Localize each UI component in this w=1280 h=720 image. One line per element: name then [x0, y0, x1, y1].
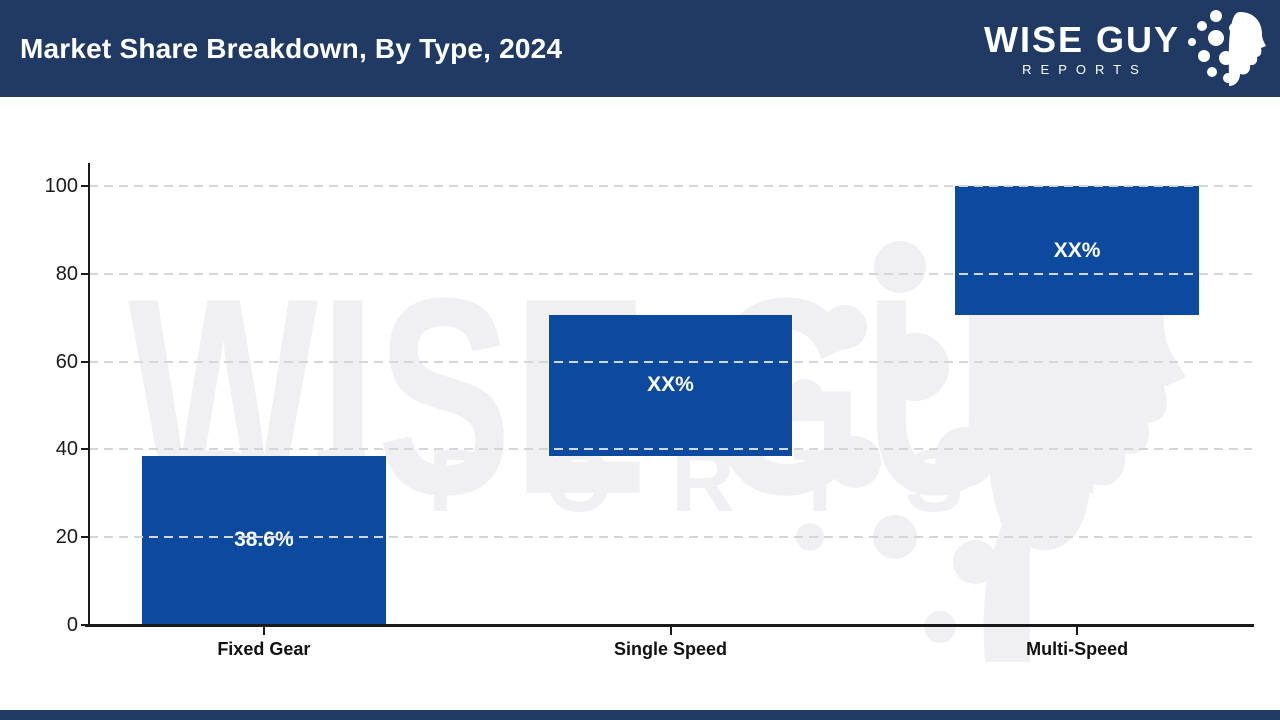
y-tick-mark [81, 360, 89, 363]
bar-value-label: XX% [647, 373, 694, 397]
x-tick-mark [669, 627, 672, 635]
y-axis-line [88, 163, 90, 627]
wiseguy-face-icon [1188, 9, 1266, 86]
y-tick-mark [81, 536, 89, 539]
y-tick-label: 60 [55, 350, 78, 373]
bar-multi-speed: XX% [955, 186, 1200, 316]
y-tick-mark [81, 185, 89, 187]
brand-text: WISE GUY REPORTS [983, 18, 1180, 77]
y-tick-label: 0 [66, 614, 78, 636]
gridline [89, 536, 1252, 539]
y-tick-label: 100 [44, 175, 78, 197]
x-axis-line [85, 624, 1254, 627]
x-tick-mark [262, 627, 265, 635]
x-axis-label: Fixed Gear [217, 639, 311, 659]
gridline [89, 272, 1252, 275]
x-axis-label: Multi-Speed [1026, 639, 1129, 659]
gridline [89, 360, 1252, 363]
plot-area: WISE GUY REPORTS 0 20 40 60 80 100 38.6% Fixed … [0, 97, 1280, 710]
header-bar: Market Share Breakdown, By Type, 2024 WI… [0, 0, 1280, 97]
brand-logo: WISE GUY REPORTS [984, 8, 1266, 90]
x-tick-mark [1076, 627, 1079, 635]
chart-title: Market Share Breakdown, By Type, 2024 [20, 32, 563, 64]
y-tick-label: 80 [55, 262, 78, 285]
footer-bar [0, 710, 1280, 720]
y-tick-mark [81, 272, 89, 275]
bar-single-speed: XX% [548, 315, 793, 456]
brand-name: WISE GUY [983, 18, 1180, 60]
x-axis-label: Single Speed [613, 639, 728, 659]
bar-value-label: XX% [1053, 238, 1101, 262]
gridline [89, 448, 1252, 451]
brand-subtitle: REPORTS [1022, 61, 1148, 77]
y-tick-mark [81, 448, 89, 451]
y-tick-label: 40 [55, 438, 78, 461]
bar-fixed-gear: 38.6% [141, 455, 386, 625]
gridline [89, 185, 1252, 187]
bar-value-label: 38.6% [234, 528, 294, 552]
y-tick-label: 20 [55, 526, 78, 549]
